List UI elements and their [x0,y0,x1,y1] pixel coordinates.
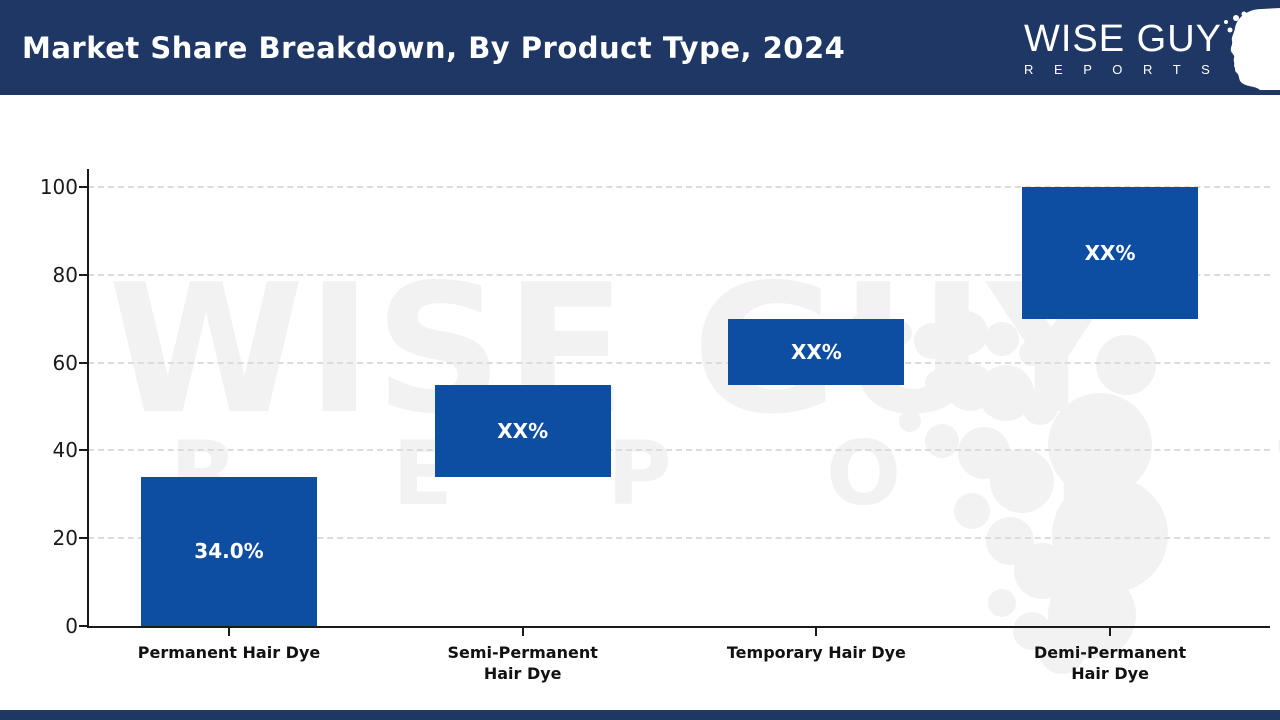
category-label-line: Demi-Permanent [1034,643,1187,662]
bar-value-label: XX% [497,418,549,443]
wise-guy-logo: WISE GUY R E P O R T S [1024,8,1280,90]
category-label-line: Semi-Permanent [447,643,598,662]
x-axis-tickmark [521,628,524,636]
y-axis-line [87,169,89,628]
y-axis-tickmark [79,625,88,627]
x-axis-tickmark [1109,628,1112,636]
category-label: Demi-Permanent Hair Dye [963,642,1257,684]
watermark-face-dots [790,311,1168,674]
bar-segment [728,318,905,385]
bar-value-label: XX% [790,339,842,364]
gridline-100 [88,186,1270,188]
gridline-80 [88,273,1270,276]
gridline-20 [88,537,1270,540]
category-label: Permanent Hair Dye [82,642,376,663]
y-axis-tick-label: 80 [52,262,78,287]
category-label-line: Temporary Hair Dye [726,643,906,662]
y-axis-tickmark [79,361,88,364]
y-axis-tickmark [79,186,88,188]
bar-segment [1022,187,1199,319]
y-axis-tickmark [79,537,88,540]
category-label: Temporary Hair Dye [670,642,964,663]
x-axis-line [87,626,1270,628]
gridline-40 [88,449,1270,452]
y-axis-tickmark [79,273,88,276]
bar-value-label: XX% [1084,240,1136,265]
x-axis-tickmark [228,628,230,636]
x-axis-tickmark [815,628,818,636]
bar-segment [141,476,317,626]
page-title: Market Share Breakdown, By Product Type,… [22,30,846,65]
watermark-wordmark: WISE GUY [108,246,1118,453]
logo-wordmark: WISE GUY [1023,18,1222,60]
y-axis-tick-label: 100 [39,175,78,199]
y-axis-tick-label: 40 [52,438,78,463]
gridline-60 [88,361,1270,364]
bar-segment [434,384,611,477]
category-label-line: Hair Dye [1071,664,1149,683]
footer-bar [0,710,1280,720]
waterfall-chart: WISE GUY R E P O R T S 02040608010034.0%… [0,95,1280,710]
logo-text: WISE GUY R E P O R T S [1024,19,1222,79]
header-bar: Market Share Breakdown, By Product Type,… [0,0,1280,95]
logo-face-icon [1224,8,1280,90]
y-axis-tickmark [79,449,88,452]
category-label-line: Permanent Hair Dye [137,643,321,662]
y-axis-tick-label: 0 [65,614,78,638]
category-label-line: Hair Dye [483,664,562,683]
y-axis-tick-label: 60 [52,350,78,375]
y-axis-tick-label: 20 [52,526,78,551]
logo-subtitle: R E P O R T S [1023,62,1219,77]
bar-value-label: 34.0% [194,539,264,564]
category-label: Semi-Permanent Hair Dye [376,642,670,684]
